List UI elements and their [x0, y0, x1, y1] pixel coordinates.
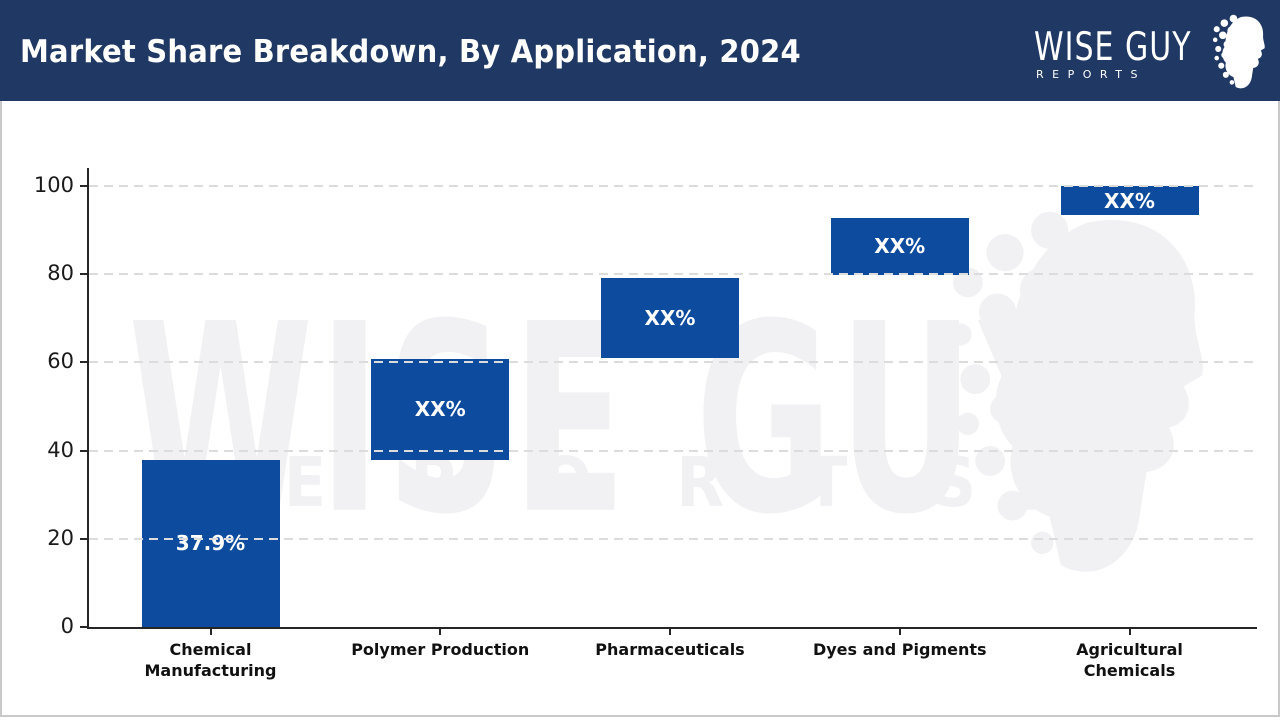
y-axis-tick-label: 0 — [60, 614, 74, 638]
logo-wordmark-block: WISE GUY REPORTS — [1034, 21, 1204, 83]
y-axis-tick — [80, 537, 87, 540]
brand-logo: WISE GUY REPORTS — [1034, 14, 1266, 90]
bar-value-label: XX% — [414, 397, 466, 422]
page-border-bottom — [0, 715, 1280, 717]
x-axis-tick — [669, 629, 671, 635]
x-axis-tick — [439, 629, 442, 635]
bar-polymer-production: XX% — [371, 358, 510, 460]
header-bar: Market Share Breakdown, By Application, … — [0, 0, 1280, 101]
bar-dyes-and-pigments: XX% — [830, 217, 969, 276]
y-axis-line — [87, 168, 89, 629]
bar-pharmaceuticals: XX% — [601, 278, 739, 359]
x-axis-category-label: Pharmaceuticals — [595, 640, 745, 659]
y-axis-tick — [80, 273, 87, 276]
x-axis-line — [87, 627, 1257, 629]
x-axis-tick — [898, 629, 901, 635]
gridline-y-80 — [89, 273, 1257, 276]
page-border-right — [1278, 101, 1280, 716]
bar-value-label: XX% — [644, 306, 696, 331]
gridline-y-20 — [89, 537, 1257, 540]
y-axis-tick-label: 40 — [47, 437, 74, 462]
x-axis-category-label: Chemical Manufacturing — [144, 640, 277, 680]
bar-value-label: 37.9% — [175, 531, 246, 556]
x-axis-category-label: Dyes and Pigments — [812, 640, 987, 659]
bar-agricultural-chemicals: XX% — [1060, 186, 1199, 216]
y-axis-tick — [80, 361, 87, 364]
y-axis-tick — [80, 185, 87, 187]
bar-chemical-manufacturing: 37.9% — [141, 459, 280, 627]
x-axis-tick — [1128, 629, 1131, 635]
gridline-y-100 — [89, 185, 1257, 187]
bar-value-label: XX% — [874, 234, 926, 259]
gridline-y-40 — [89, 449, 1257, 452]
x-axis-tick — [209, 629, 212, 635]
page-border-left — [0, 101, 2, 716]
y-axis-tick — [80, 449, 87, 452]
gridline-y-60 — [89, 361, 1257, 364]
x-axis-category-label: Agricultural Chemicals — [1076, 640, 1183, 680]
logo-wordmark: WISE GUY — [1034, 24, 1192, 71]
logo-subtitle: REPORTS — [1036, 67, 1146, 81]
bar-value-label: XX% — [1104, 188, 1155, 213]
y-axis-tick-label: 20 — [47, 525, 74, 550]
y-axis-tick-label: 60 — [47, 349, 74, 374]
page-title: Market Share Breakdown, By Application, … — [20, 32, 801, 69]
x-axis-category-label: Polymer Production — [351, 640, 530, 659]
y-axis-tick-label: 80 — [47, 261, 74, 286]
y-axis-tick — [80, 626, 87, 628]
y-axis-tick-label: 100 — [33, 173, 74, 197]
